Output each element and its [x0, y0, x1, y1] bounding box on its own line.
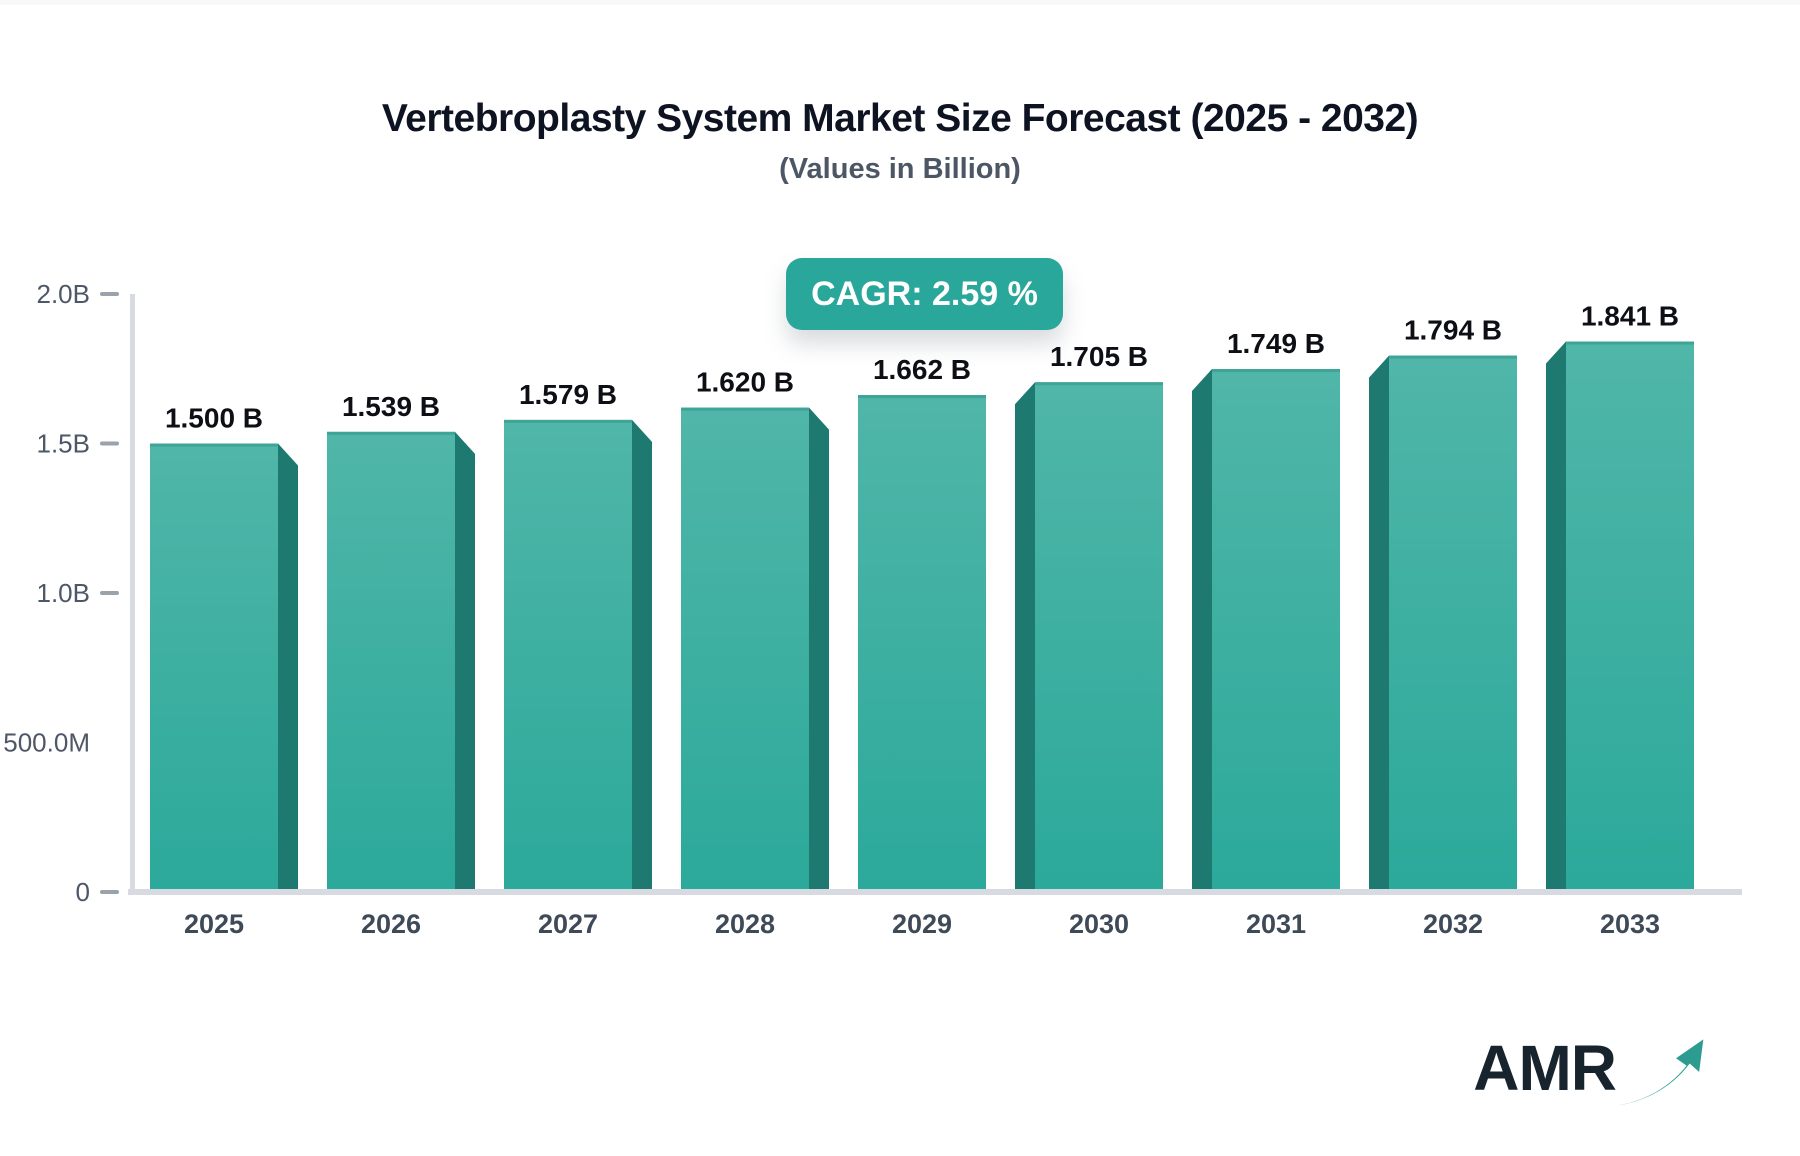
bar-2030[interactable]	[1035, 382, 1163, 892]
y-axis-tick-dash	[100, 441, 119, 446]
bar-top-edge	[150, 443, 278, 447]
x-axis-label-2026: 2026	[361, 909, 421, 939]
bar-2029[interactable]	[858, 395, 986, 892]
bar-side-face	[455, 431, 475, 892]
bar-side-face	[1192, 369, 1212, 892]
x-axis-label-2030: 2030	[1069, 909, 1129, 939]
bar-side-face	[1546, 341, 1566, 892]
y-axis-tick-label: 1.5B	[37, 429, 91, 459]
bar-2028[interactable]	[681, 407, 809, 892]
x-axis-line	[128, 889, 1742, 895]
bar-2033[interactable]	[1566, 341, 1694, 892]
bar-2031[interactable]	[1212, 369, 1340, 892]
bar-2025[interactable]	[150, 443, 278, 893]
chart-subtitle: (Values in Billion)	[779, 153, 1021, 185]
bar-value-label: 1.662 B	[873, 354, 971, 385]
y-axis-tick-dash	[100, 591, 119, 595]
bar-value-label: 1.841 B	[1581, 301, 1679, 332]
amr-logo: AMR	[1473, 1033, 1708, 1115]
bar-top-edge	[681, 407, 809, 411]
y-axis-tick-dash	[100, 890, 119, 894]
x-axis-label-2029: 2029	[892, 909, 952, 939]
bar-top-edge	[1035, 382, 1163, 386]
y-axis-line	[130, 294, 135, 895]
bar-2027[interactable]	[504, 419, 632, 892]
bar-side-face	[1369, 355, 1389, 892]
bar-side-face	[632, 419, 652, 892]
bar-value-label: 1.749 B	[1227, 328, 1325, 359]
y-axis-tick-label: 1.0B	[37, 578, 91, 608]
bar-top-edge	[1212, 369, 1340, 373]
bar-value-label: 1.539 B	[342, 391, 440, 422]
amr-logo-text: AMR	[1473, 1032, 1617, 1104]
bar-value-label: 1.579 B	[519, 379, 617, 410]
bar-side-face	[278, 443, 298, 892]
bar-top-edge	[1566, 341, 1694, 345]
y-axis-tick-dash	[100, 292, 119, 296]
bar-value-label: 1.500 B	[165, 403, 263, 434]
bar-top-edge	[1389, 355, 1517, 359]
x-axis-label-2025: 2025	[184, 909, 244, 939]
bar-value-label: 1.794 B	[1404, 315, 1502, 346]
bar-chart: 2.0B 1.5B 1.0B 500.0M 0 1.500 B 2025 1.539 B 202…	[3, 279, 1742, 939]
y-axis-tick-label: 500.0M	[3, 728, 90, 758]
bar-side-face	[1015, 382, 1035, 892]
bar-top-edge	[327, 431, 455, 435]
cagr-badge-label: CAGR: 2.59 %	[811, 274, 1038, 313]
y-axis-tick-label: 0	[76, 877, 90, 907]
bar-side-face	[809, 407, 829, 892]
bar-top-edge	[858, 395, 986, 399]
y-axis-tick-label: 2.0B	[37, 279, 91, 309]
bar-2026[interactable]	[327, 431, 455, 892]
bar-2032[interactable]	[1389, 355, 1517, 892]
x-axis-label-2027: 2027	[538, 909, 598, 939]
growth-arrow-icon	[1605, 1039, 1704, 1107]
x-axis-label-2032: 2032	[1423, 909, 1483, 939]
x-axis-label-2033: 2033	[1600, 909, 1660, 939]
bar-top-edge	[504, 419, 632, 423]
bar-value-label: 1.620 B	[696, 367, 794, 398]
x-axis-label-2028: 2028	[715, 909, 775, 939]
cagr-badge: CAGR: 2.59 %	[786, 258, 1063, 330]
x-axis-label-2031: 2031	[1246, 909, 1306, 939]
bar-value-label: 1.705 B	[1050, 341, 1148, 372]
chart-title: Vertebroplasty System Market Size Foreca…	[381, 97, 1419, 140]
